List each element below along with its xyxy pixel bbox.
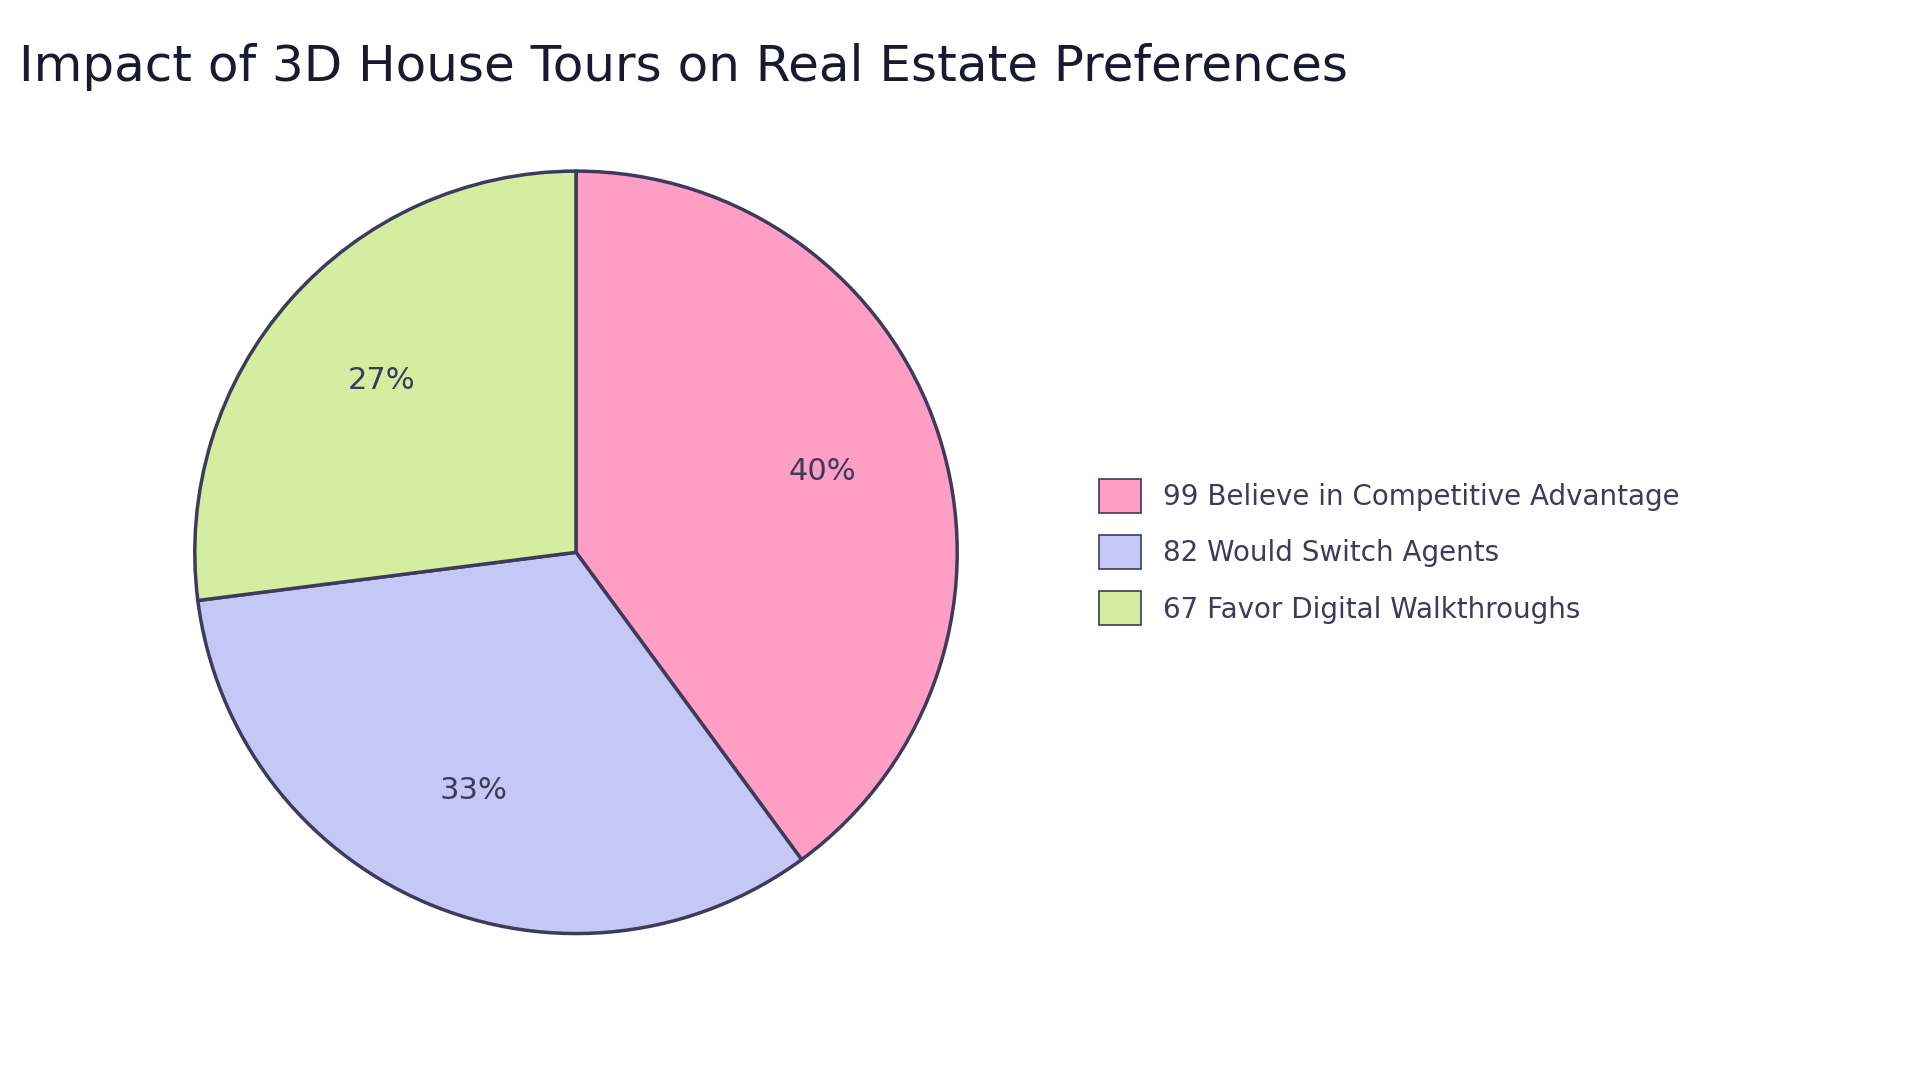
Wedge shape [194, 171, 576, 600]
Text: 33%: 33% [440, 777, 507, 805]
Text: 40%: 40% [789, 457, 856, 486]
Text: Impact of 3D House Tours on Real Estate Preferences: Impact of 3D House Tours on Real Estate … [19, 43, 1348, 91]
Legend: 99 Believe in Competitive Advantage, 82 Would Switch Agents, 67 Favor Digital Wa: 99 Believe in Competitive Advantage, 82 … [1085, 466, 1693, 639]
Wedge shape [198, 552, 803, 934]
Wedge shape [576, 171, 958, 860]
Text: 27%: 27% [348, 366, 415, 395]
